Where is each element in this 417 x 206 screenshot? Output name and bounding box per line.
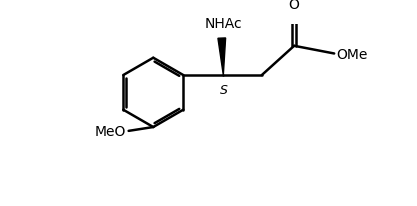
Text: MeO: MeO (95, 124, 126, 138)
Polygon shape (218, 39, 226, 76)
Text: S: S (220, 83, 228, 96)
Text: O: O (289, 0, 299, 12)
Text: OMe: OMe (337, 48, 368, 62)
Text: NHAc: NHAc (204, 17, 242, 31)
